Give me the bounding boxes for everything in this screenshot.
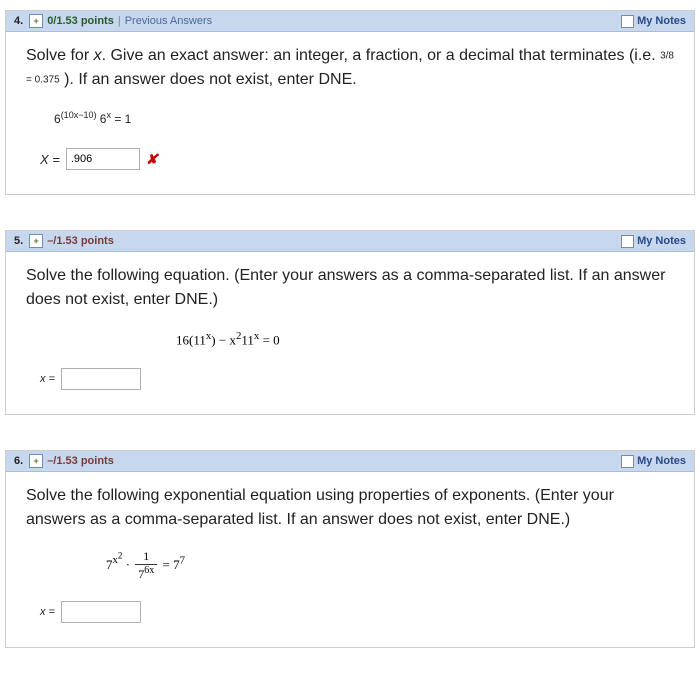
points-label: –/1.53 points <box>47 455 114 467</box>
question-4-body: Solve for x. Give an exact answer: an in… <box>6 32 694 194</box>
question-5-body: Solve the following equation. (Enter you… <box>6 252 694 414</box>
expand-icon[interactable]: + <box>29 234 43 248</box>
points-label: 0/1.53 points <box>47 15 114 27</box>
question-6-body: Solve the following exponential equation… <box>6 472 694 646</box>
question-number: 6. <box>14 455 23 467</box>
points-label: –/1.53 points <box>47 235 114 247</box>
x-equals-label: X = <box>40 152 60 167</box>
answer-input-q4[interactable] <box>66 148 140 170</box>
question-4: 4. + 0/1.53 points | Previous Answers My… <box>5 10 695 195</box>
x-equals-label: x = <box>40 373 55 385</box>
my-notes-checkbox[interactable] <box>621 455 634 468</box>
expand-icon[interactable]: + <box>29 454 43 468</box>
question-4-answer-row: X = ✘ <box>40 148 674 170</box>
my-notes-link[interactable]: My Notes <box>637 455 686 467</box>
wrong-icon: ✘ <box>146 151 158 168</box>
question-4-equation: 6(10x−10) 6x = 1 <box>54 110 674 126</box>
my-notes-checkbox[interactable] <box>621 235 634 248</box>
question-6: 6. + –/1.53 points My Notes Solve the fo… <box>5 450 695 647</box>
my-notes-link[interactable]: My Notes <box>637 235 686 247</box>
previous-answers-link[interactable]: Previous Answers <box>125 15 212 27</box>
question-6-equation: 7x2 · 1 76x = 77 <box>106 550 674 580</box>
question-6-prompt: Solve the following exponential equation… <box>26 484 674 532</box>
my-notes-link[interactable]: My Notes <box>637 15 686 27</box>
question-6-header: 6. + –/1.53 points My Notes <box>6 451 694 472</box>
question-5-prompt: Solve the following equation. (Enter you… <box>26 264 674 312</box>
question-number: 5. <box>14 235 23 247</box>
question-5-header: 5. + –/1.53 points My Notes <box>6 231 694 252</box>
question-5-equation: 16(11x) − x211x = 0 <box>176 330 674 348</box>
expand-icon[interactable]: + <box>29 14 43 28</box>
question-4-prompt: Solve for x. Give an exact answer: an in… <box>26 44 674 92</box>
question-number: 4. <box>14 15 23 27</box>
question-5-answer-row: x = <box>40 368 674 390</box>
question-4-header: 4. + 0/1.53 points | Previous Answers My… <box>6 11 694 32</box>
question-6-answer-row: x = <box>40 601 674 623</box>
question-5: 5. + –/1.53 points My Notes Solve the fo… <box>5 230 695 415</box>
my-notes-checkbox[interactable] <box>621 15 634 28</box>
separator: | <box>118 15 121 27</box>
answer-input-q5[interactable] <box>61 368 141 390</box>
answer-input-q6[interactable] <box>61 601 141 623</box>
x-equals-label: x = <box>40 606 55 618</box>
